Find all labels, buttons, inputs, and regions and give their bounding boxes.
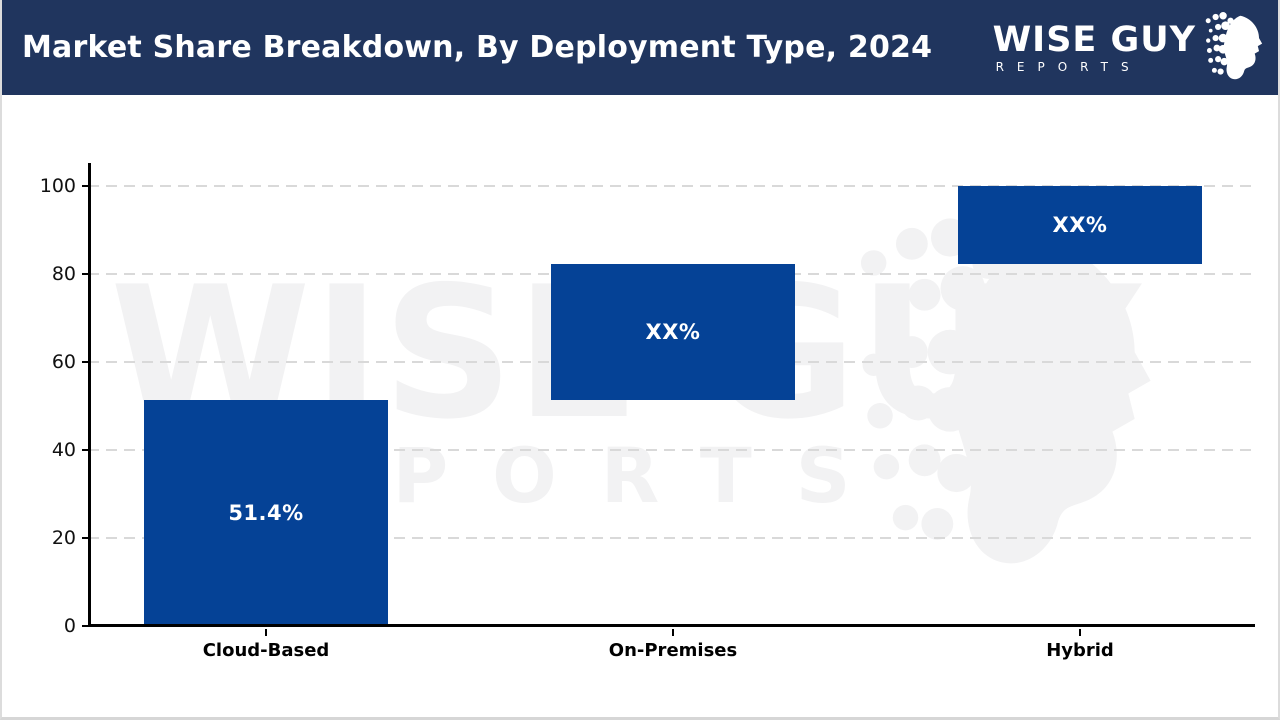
bar-cloud-based: 51.4% — [144, 399, 388, 626]
bar-value-label-hybrid: XX% — [1052, 212, 1108, 237]
chart-plot-area: 0 20 40 60 80 100 51.4% Cloud-Based XX% On-Premis… — [2, 95, 1278, 717]
y-tick-40 — [82, 449, 88, 451]
x-tick-cloud-based — [265, 629, 267, 636]
bar-value-label-cloud-based: 51.4% — [228, 500, 304, 525]
gridline-40 — [88, 449, 1258, 451]
y-tick-0 — [82, 625, 88, 627]
header-bar: Market Share Breakdown, By Deployment Ty… — [2, 0, 1278, 95]
y-tick-100 — [82, 185, 88, 187]
bar-hybrid: XX% — [958, 186, 1202, 264]
wiseguy-face-icon — [1205, 11, 1263, 79]
y-tick-20 — [82, 537, 88, 539]
y-tick-label-60: 60 — [51, 351, 76, 373]
wiseguy-logo: WISE GUY REPORTS — [993, 7, 1264, 89]
bar-on-premises: XX% — [551, 263, 795, 400]
x-axis-line — [88, 624, 1255, 627]
gridline-20 — [88, 537, 1258, 539]
page-title: Market Share Breakdown, By Deployment Ty… — [22, 30, 933, 65]
y-tick-label-0: 0 — [63, 615, 76, 637]
watermark-face-icon — [860, 218, 1151, 564]
y-tick-label-40: 40 — [51, 439, 76, 461]
logo-sub-text: REPORTS — [995, 59, 1142, 74]
y-tick-label-80: 80 — [51, 263, 76, 285]
x-label-cloud-based: Cloud-Based — [202, 640, 330, 661]
x-label-on-premises: On-Premises — [608, 640, 738, 661]
x-label-hybrid: Hybrid — [1046, 640, 1114, 661]
y-tick-label-20: 20 — [51, 527, 76, 549]
y-tick-60 — [82, 361, 88, 363]
y-axis-line — [88, 163, 91, 626]
gridline-100 — [88, 185, 1258, 187]
logo-text: WISE GUY REPORTS — [992, 19, 1196, 74]
y-tick-label-100: 100 — [39, 175, 76, 197]
x-tick-hybrid — [1079, 629, 1081, 636]
logo-brand-text: WISE GUY — [992, 19, 1196, 60]
y-tick-80 — [82, 273, 88, 275]
x-tick-on-premises — [672, 629, 674, 636]
bar-value-label-on-premises: XX% — [645, 319, 701, 344]
